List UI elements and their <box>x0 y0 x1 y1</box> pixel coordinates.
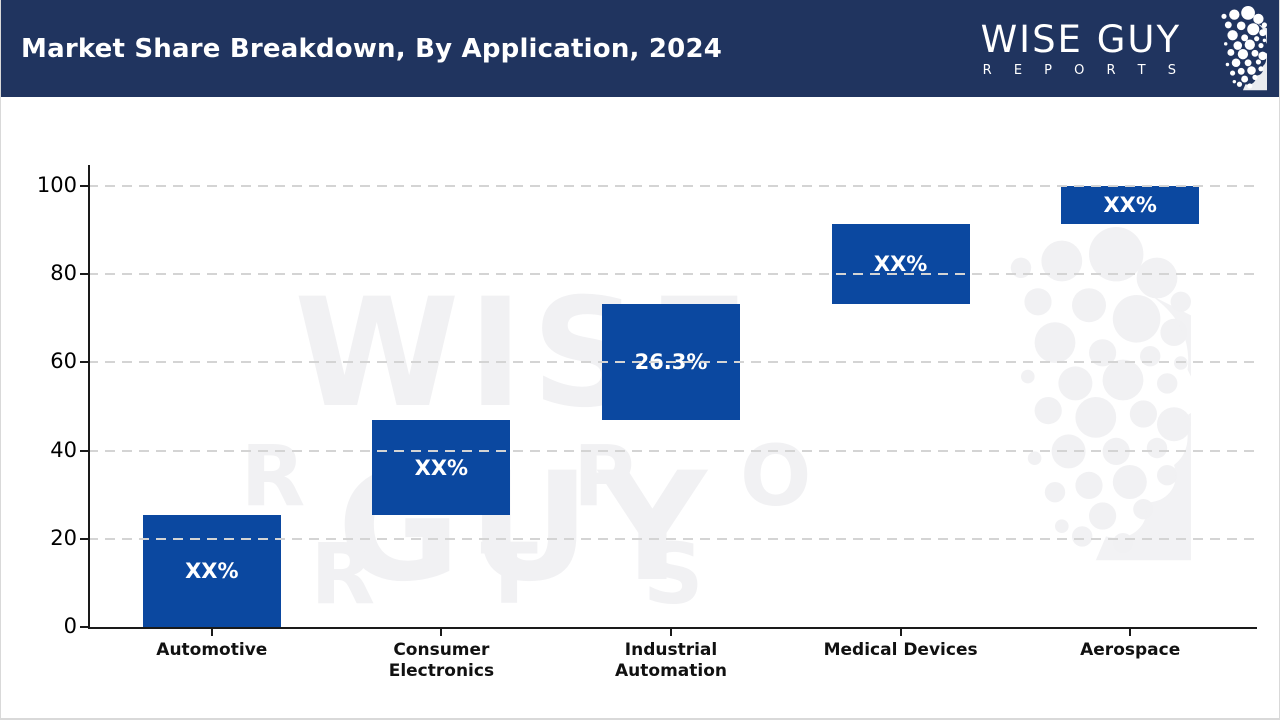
y-tick-label-60: 60 <box>50 349 77 374</box>
gridline-60 <box>88 361 1257 364</box>
y-tick-40 <box>80 449 88 452</box>
bar-automotive: XX% <box>142 515 281 627</box>
y-tick-100 <box>80 185 88 187</box>
x-tick-3 <box>670 629 672 636</box>
bar-value-label: XX% <box>873 252 928 277</box>
bar-consumer-electronics: XX% <box>372 420 511 516</box>
bar-aerospace: XX% <box>1061 186 1200 225</box>
bar-medical-devices: XX% <box>831 224 970 305</box>
x-tick-4 <box>899 629 902 636</box>
bar-value-label: XX% <box>185 559 239 584</box>
y-tick-label-20: 20 <box>50 525 77 550</box>
gridline-20 <box>88 537 1257 540</box>
x-tick-1 <box>210 629 213 636</box>
y-tick-label-40: 40 <box>50 437 77 462</box>
brand-logo-text: WISE GUY R E P O R T S <box>977 21 1185 77</box>
y-axis-line <box>88 165 90 629</box>
logo-subtext: R E P O R T S <box>982 62 1185 78</box>
x-axis-line <box>88 627 1257 629</box>
y-tick-label-0: 0 <box>63 614 77 638</box>
x-category-label: Medical Devices <box>823 640 978 660</box>
y-tick-label-80: 80 <box>50 261 77 286</box>
logo-wordmark: WISE GUY <box>980 17 1182 61</box>
gridline-80 <box>88 273 1257 276</box>
bar-value-label: XX% <box>414 455 469 480</box>
y-tick-60 <box>80 361 88 364</box>
brand-logo: WISE GUY R E P O R T S <box>977 5 1267 92</box>
y-tick-20 <box>80 537 88 540</box>
x-category-label: Aerospace <box>1080 640 1181 660</box>
page-title: Market Share Breakdown, By Application, … <box>21 33 723 64</box>
y-tick-label-100: 100 <box>36 173 77 197</box>
x-category-label: Industrial Automation <box>615 640 727 681</box>
x-tick-2 <box>440 629 443 636</box>
x-category-label: Consumer Electronics <box>388 640 495 681</box>
gridline-40 <box>88 449 1257 452</box>
logo-dotted-face-icon <box>1221 5 1267 90</box>
header-bar: Market Share Breakdown, By Application, … <box>1 0 1279 97</box>
gridline-100 <box>88 185 1257 187</box>
y-tick-0 <box>80 626 88 628</box>
bar-value-label: XX% <box>1103 193 1157 218</box>
x-category-label: Automotive <box>156 640 268 660</box>
y-tick-80 <box>80 273 88 276</box>
x-tick-5 <box>1129 629 1132 636</box>
